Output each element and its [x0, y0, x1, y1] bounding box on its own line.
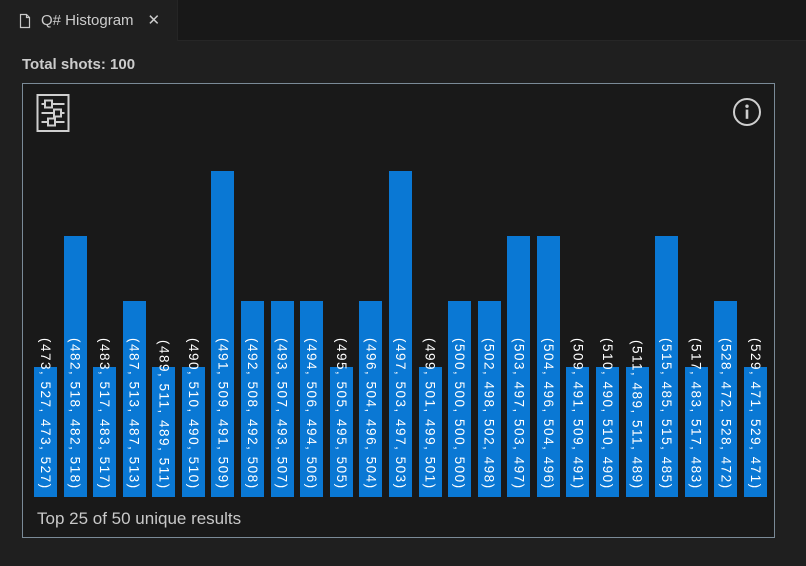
- histogram-bar[interactable]: [714, 301, 738, 497]
- bar-slot: (528, 472, 528, 472): [714, 84, 738, 497]
- bar-slot: (503, 497, 503, 497): [507, 84, 531, 497]
- bar-slot: (500, 500, 500, 500): [448, 84, 472, 497]
- histogram-bar[interactable]: [329, 367, 353, 497]
- histogram-bar[interactable]: [625, 367, 649, 497]
- histogram-bar[interactable]: [181, 367, 205, 497]
- bar-slot: (492, 508, 492, 508): [241, 84, 265, 497]
- bar-slot: (490, 510, 490, 510): [181, 84, 205, 497]
- histogram-bar[interactable]: [63, 236, 87, 497]
- histogram-bar[interactable]: [743, 367, 767, 497]
- tab-qsharp-histogram[interactable]: Q# Histogram ✕: [0, 0, 178, 41]
- histogram-bar[interactable]: [684, 367, 708, 497]
- bar-slot: (482, 518, 482, 518): [63, 84, 87, 497]
- bar-slot: (497, 503, 497, 503): [388, 84, 412, 497]
- histogram-bar[interactable]: [507, 236, 531, 497]
- bar-slot: (493, 507, 493, 507): [270, 84, 294, 497]
- bar-slot: (491, 509, 491, 509): [211, 84, 235, 497]
- histogram-bar[interactable]: [152, 367, 176, 497]
- bar-slot: (495, 505, 495, 505): [329, 84, 353, 497]
- histogram-panel: (473, 527, 473, 527) (482, 518, 482, 518)…: [22, 83, 775, 538]
- histogram-bar[interactable]: [93, 367, 117, 497]
- info-button[interactable]: [732, 97, 762, 127]
- histogram-bars: (473, 527, 473, 527) (482, 518, 482, 518)…: [34, 84, 767, 497]
- bar-slot: (473, 527, 473, 527): [34, 84, 57, 497]
- bar-slot: (489, 511, 489, 511): [152, 84, 176, 497]
- bar-slot: (494, 506, 494, 506): [300, 84, 324, 497]
- histogram-bar[interactable]: [418, 367, 442, 497]
- bar-slot: (509, 491, 509, 491): [566, 84, 590, 497]
- close-icon[interactable]: ✕: [147, 12, 161, 29]
- bar-slot: (510, 490, 510, 490): [595, 84, 619, 497]
- bar-slot: (515, 485, 515, 485): [655, 84, 679, 497]
- histogram-bar[interactable]: [211, 171, 235, 497]
- bar-slot: (529, 471, 529, 471): [743, 84, 767, 497]
- bar-slot: (504, 496, 504, 496): [536, 84, 560, 497]
- histogram-view: Total shots: 100: [0, 55, 806, 538]
- histogram-bar[interactable]: [300, 301, 324, 497]
- file-icon: [18, 13, 32, 29]
- bar-slot: (502, 498, 502, 498): [477, 84, 501, 497]
- histogram-bar[interactable]: [595, 367, 619, 497]
- histogram-bar[interactable]: [566, 367, 590, 497]
- histogram-bar[interactable]: [536, 236, 560, 497]
- tab-title: Q# Histogram: [41, 12, 134, 29]
- bar-slot: (511, 489, 511, 489): [625, 84, 649, 497]
- histogram-bar[interactable]: [359, 301, 383, 497]
- bar-slot: (487, 513, 487, 513): [122, 84, 146, 497]
- histogram-bar[interactable]: [448, 301, 472, 497]
- editor-tab-bar: Q# Histogram ✕: [0, 0, 806, 41]
- histogram-bar[interactable]: [122, 301, 146, 497]
- histogram-bar[interactable]: [270, 301, 294, 497]
- filter-settings-icon: [36, 94, 70, 136]
- bar-slot: (517, 483, 517, 483): [684, 84, 708, 497]
- filter-settings-button[interactable]: [36, 93, 70, 133]
- bar-slot: (483, 517, 483, 517): [93, 84, 117, 497]
- histogram-bar[interactable]: [34, 367, 57, 497]
- results-caption: Top 25 of 50 unique results: [37, 509, 242, 528]
- bar-slot: (496, 504, 496, 504): [359, 84, 383, 497]
- total-shots-label: Total shots: 100: [22, 56, 136, 73]
- histogram-bar[interactable]: [655, 236, 679, 497]
- histogram-bar[interactable]: [241, 301, 265, 497]
- bar-slot: (499, 501, 499, 501): [418, 84, 442, 497]
- info-icon: [732, 98, 762, 130]
- histogram-bar[interactable]: [388, 171, 412, 497]
- histogram-bar[interactable]: [477, 301, 501, 497]
